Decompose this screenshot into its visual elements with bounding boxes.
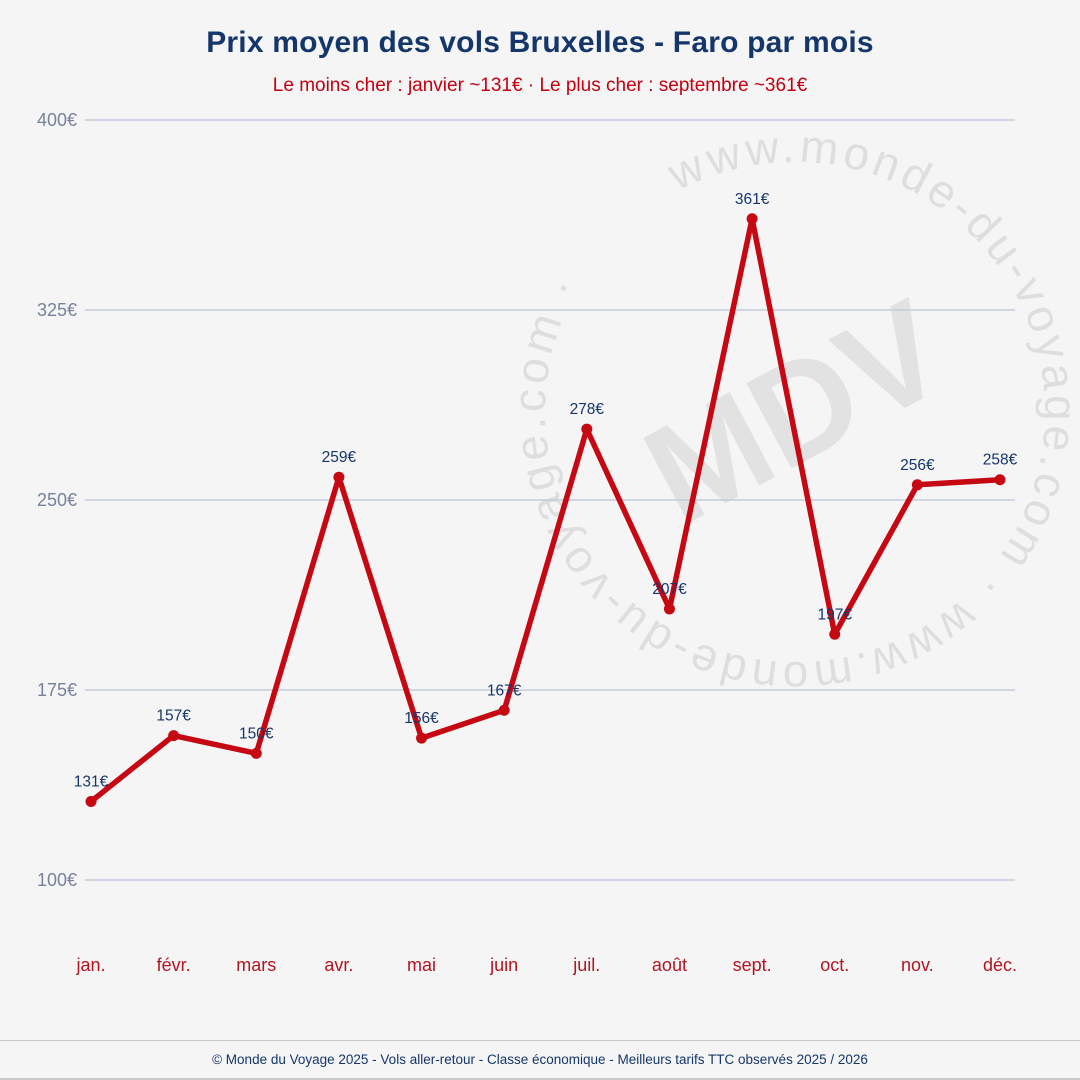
data-point xyxy=(498,704,510,716)
x-tick-label: sept. xyxy=(733,955,772,975)
x-tick-label: juil. xyxy=(572,955,600,975)
data-point-label: 167€ xyxy=(487,682,522,699)
footer: © Monde du Voyage 2025 - Vols aller-reto… xyxy=(0,1040,1080,1080)
data-point xyxy=(416,732,428,744)
data-point-label: 157€ xyxy=(156,708,191,725)
data-point xyxy=(85,795,97,807)
y-tick-label: 250€ xyxy=(37,490,77,510)
data-point xyxy=(829,628,841,640)
y-tick-label: 325€ xyxy=(37,300,77,320)
y-tick-label: 400€ xyxy=(37,110,77,130)
chart-header: Prix moyen des vols Bruxelles - Faro par… xyxy=(0,0,1080,97)
data-point-label: 256€ xyxy=(900,457,935,474)
data-point-label: 361€ xyxy=(735,191,770,208)
data-point xyxy=(250,747,262,759)
x-tick-label: avr. xyxy=(324,955,353,975)
footer-text: © Monde du Voyage 2025 - Vols aller-reto… xyxy=(212,1052,868,1067)
data-point-label: 278€ xyxy=(570,401,605,418)
data-point xyxy=(333,471,345,483)
x-tick-label: mars xyxy=(236,955,276,975)
x-tick-label: févr. xyxy=(157,955,191,975)
x-tick-label: déc. xyxy=(983,955,1017,975)
x-tick-label: juin xyxy=(489,955,518,975)
x-tick-label: mai xyxy=(407,955,436,975)
data-point xyxy=(746,213,758,225)
data-point xyxy=(581,423,593,435)
data-point-label: 197€ xyxy=(817,606,852,623)
x-tick-label: nov. xyxy=(901,955,934,975)
data-point-label: 131€ xyxy=(74,773,109,790)
data-point-label: 258€ xyxy=(983,452,1018,469)
data-point-label: 259€ xyxy=(322,449,357,466)
data-point xyxy=(663,603,675,615)
y-tick-label: 100€ xyxy=(37,870,77,890)
chart-title: Prix moyen des vols Bruxelles - Faro par… xyxy=(206,26,874,59)
data-point xyxy=(168,730,180,742)
y-tick-label: 175€ xyxy=(37,680,77,700)
data-point-label: 150€ xyxy=(239,725,274,742)
x-tick-label: août xyxy=(652,955,687,975)
chart-subtitle: Le moins cher : janvier ~131€ · Le plus … xyxy=(272,75,808,96)
data-point xyxy=(911,479,923,491)
x-tick-label: jan. xyxy=(75,955,105,975)
series-line xyxy=(88,216,1003,805)
data-point xyxy=(994,474,1006,486)
data-point-label: 156€ xyxy=(404,710,439,727)
x-tick-label: oct. xyxy=(820,955,849,975)
data-point-label: 207€ xyxy=(652,581,687,598)
watermark-monogram: MDV xyxy=(621,269,969,554)
